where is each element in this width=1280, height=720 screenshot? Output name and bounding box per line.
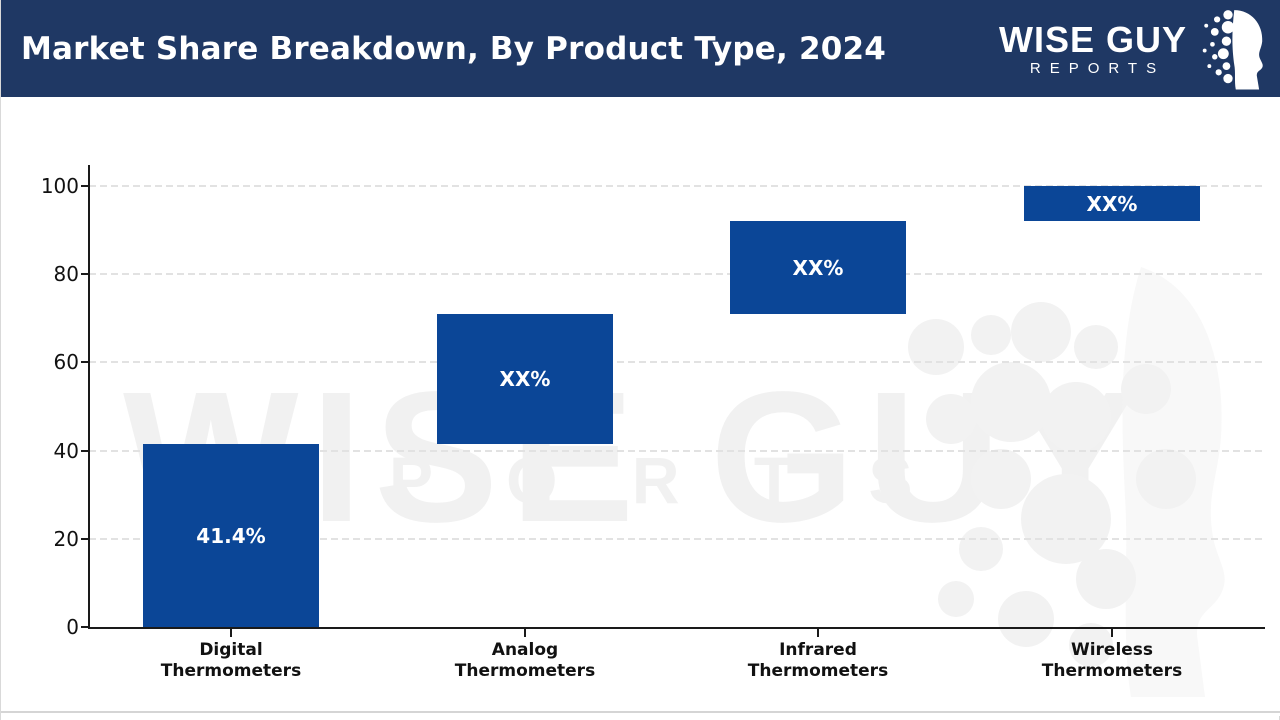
x-tick-mark [817,629,819,637]
page-title: Market Share Breakdown, By Product Type,… [21,30,887,67]
y-tick-label: 100 [40,174,79,198]
y-tick-mark [81,537,89,540]
x-tick-mark [1111,629,1113,637]
x-tick-mark [524,629,526,637]
gridline [89,449,1263,452]
category-label: Wireless Thermometers [1041,640,1183,681]
logo-head-icon [1202,9,1263,89]
y-tick-label: 20 [53,526,79,551]
y-axis [88,165,90,629]
logo: WISE GUY REPORTS [999,7,1267,91]
bar-value-label: XX% [792,255,844,280]
category-label: Digital Thermometers [160,640,302,681]
y-tick-mark [81,273,89,276]
bar-value-label: XX% [499,367,551,392]
gridline [89,185,1263,187]
watermark-head-icon [908,267,1225,697]
gridline [89,537,1263,540]
x-tick-mark [230,629,232,637]
y-tick-mark [81,626,89,628]
category-label: Analog Thermometers [454,640,596,681]
bar: 41.4% [143,444,319,627]
bottom-border-line [1,711,1280,713]
bar: XX% [437,313,613,445]
bar-value-label: XX% [1086,191,1138,216]
y-tick-mark [81,361,89,364]
logo-text: WISE GUY REPORTS [998,18,1187,77]
y-tick-label: 40 [53,438,79,463]
y-tick-mark [81,449,89,452]
y-tick-label: 0 [66,615,79,639]
gridline [89,273,1263,276]
watermark-subtitle: P O R T S [389,443,941,517]
logo-wordmark: WISE GUY [998,18,1187,60]
chart-area: WISE GUY P O R T S 0 20 40 60 80 100 41.4% Digi… [1,97,1280,716]
y-tick-mark [81,185,89,187]
category-label: Infrared Thermometers [747,640,889,681]
y-tick-label: 60 [53,350,79,375]
x-axis [88,627,1265,629]
gridline [89,361,1263,364]
header: Market Share Breakdown, By Product Type,… [1,0,1280,97]
bar-value-label: 41.4% [196,523,266,548]
logo-subtitle: REPORTS [1029,59,1166,77]
bar: XX% [1024,186,1200,222]
bar: XX% [730,221,906,314]
y-tick-label: 80 [53,262,79,287]
